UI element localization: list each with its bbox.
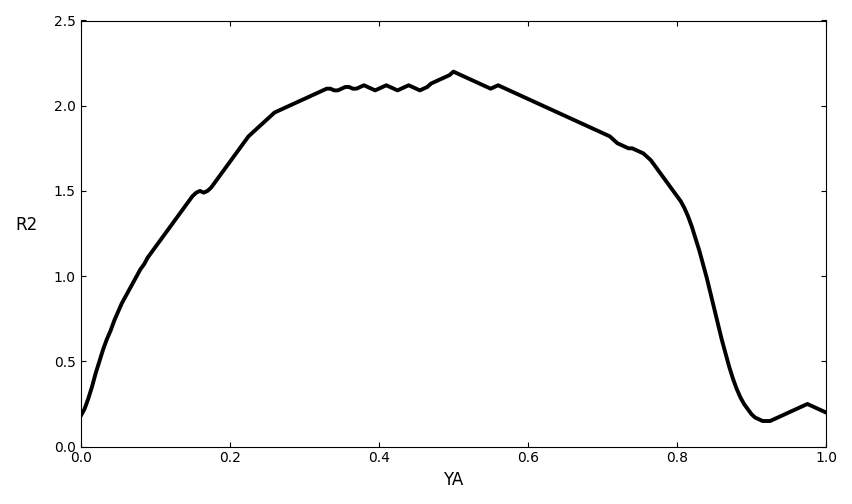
X-axis label: YA: YA <box>443 471 463 489</box>
Y-axis label: R2: R2 <box>15 216 37 233</box>
